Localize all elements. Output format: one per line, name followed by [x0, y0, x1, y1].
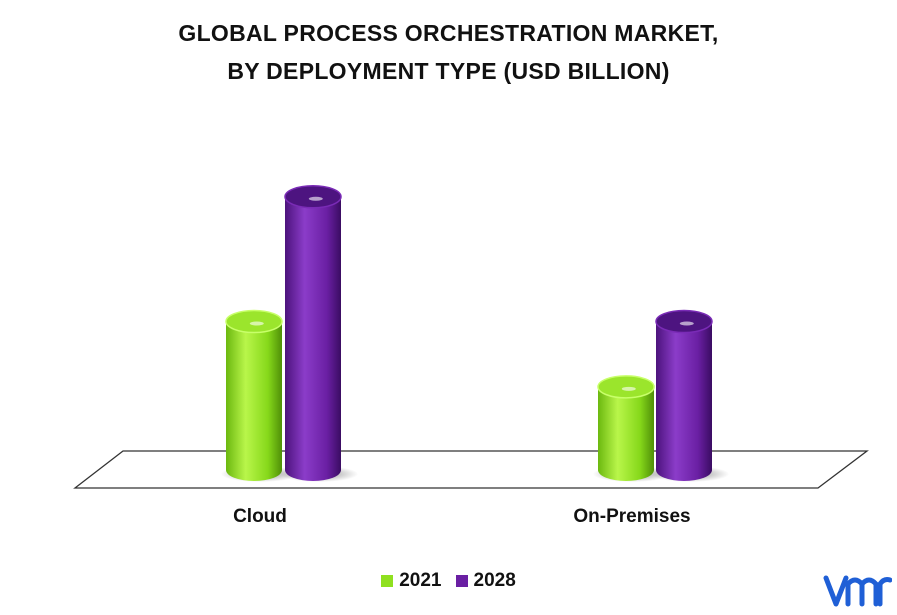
legend-swatch-2021 — [381, 575, 394, 587]
bar-highlight-on-premises-2028 — [679, 321, 694, 326]
bar-on-premises-2021 — [598, 386, 654, 481]
bar-cloud-2028 — [285, 196, 341, 481]
bar-highlight-cloud-2021 — [249, 321, 264, 326]
bar-highlight-cloud-2028 — [308, 196, 323, 201]
bar-top-cloud-2021 — [225, 309, 283, 334]
bar-on-premises-2028 — [656, 321, 712, 481]
category-label-cloud: Cloud — [233, 506, 287, 527]
legend-item-2028: 2028 — [455, 570, 516, 592]
chart-legend: 2021 2028 — [0, 570, 897, 592]
chart-floor — [73, 450, 869, 489]
bar-top-on-premises-2021 — [597, 375, 655, 399]
vmr-logo — [823, 575, 892, 607]
bar-top-cloud-2028 — [284, 185, 342, 209]
legend-swatch-2028 — [455, 575, 468, 587]
chart-title-line2: BY DEPLOYMENT TYPE (USD BILLION) — [227, 58, 670, 84]
legend-label-2028: 2028 — [473, 570, 516, 591]
legend-label-2021: 2021 — [399, 570, 442, 591]
bar-cloud-2021 — [226, 321, 282, 481]
legend-item-2021: 2021 — [381, 570, 442, 592]
bar-top-on-premises-2028 — [655, 309, 713, 334]
chart-bars — [220, 185, 730, 482]
bar-highlight-on-premises-2021 — [621, 386, 636, 391]
category-label-on-premises: On-Premises — [573, 506, 691, 527]
chart-title-line1: GLOBAL PROCESS ORCHESTRATION MARKET, — [178, 20, 719, 46]
